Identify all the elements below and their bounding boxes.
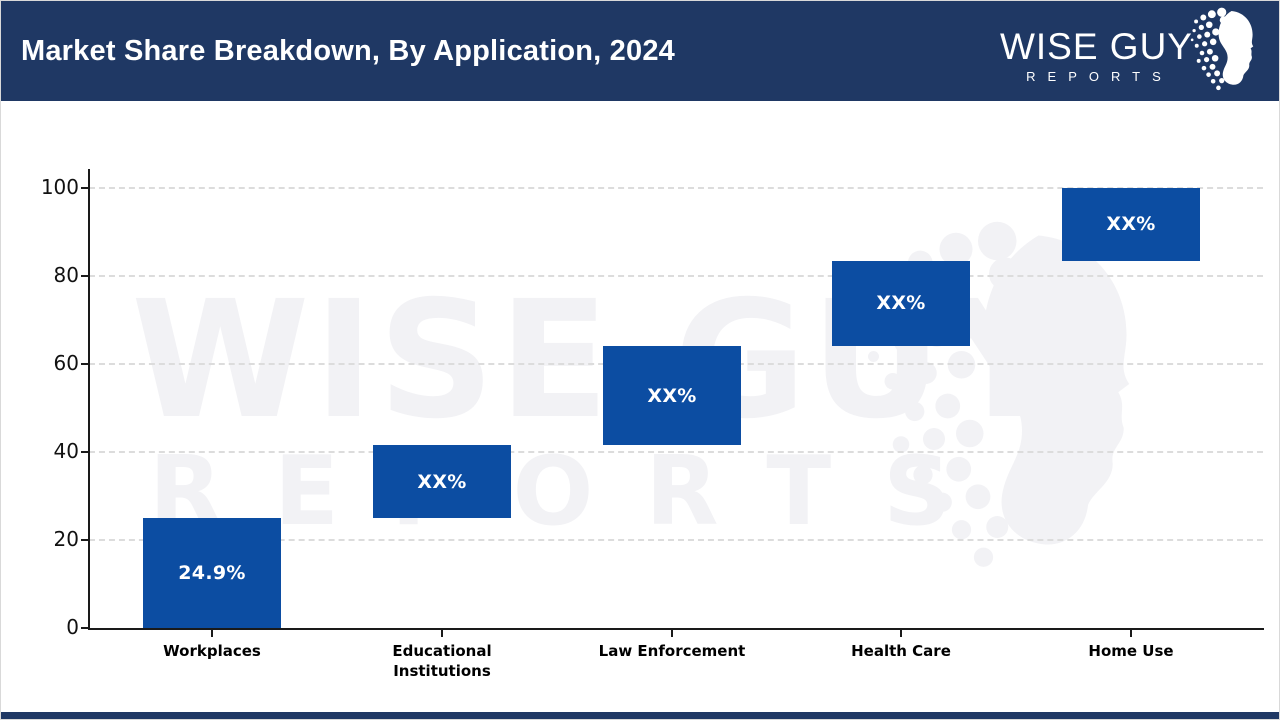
logo-wordmark: WISE GUY (999, 26, 1193, 67)
x-category-label: Health Care (851, 642, 951, 660)
chart-area: WISE GUY REPORTS 0 20 40 60 80 100 Workplaces 2… (1, 101, 1279, 714)
y-tick-0 (81, 627, 88, 629)
y-tick-60 (81, 363, 88, 365)
y-tick-40 (81, 451, 88, 453)
logo-head-icon (1190, 7, 1254, 91)
logo-text: WISE GUY REPORTS (1000, 28, 1193, 84)
bar-law-enforcement: XX% (603, 346, 741, 446)
y-tick-label-0: 0 (66, 615, 79, 639)
bar-workplaces: 24.9% (143, 518, 281, 628)
x-tick-1 (441, 630, 443, 637)
bar-health-care: XX% (832, 260, 970, 347)
x-axis-spine (88, 628, 1264, 630)
gridline-20 (89, 539, 1263, 541)
y-tick-20 (81, 539, 88, 541)
bar-value-label: XX% (417, 470, 467, 493)
footer-bar (1, 712, 1279, 719)
y-tick-80 (81, 275, 88, 277)
watermark-subtext: REPORTS (149, 437, 1004, 547)
gridline-80 (89, 275, 1263, 277)
header-bar: Market Share Breakdown, By Application, … (1, 1, 1279, 101)
y-tick-label-80: 80 (53, 263, 79, 287)
wiseguy-logo: WISE GUY REPORTS (1000, 7, 1265, 99)
gridline-100 (89, 187, 1263, 189)
y-tick-label-40: 40 (53, 439, 79, 463)
x-tick-2 (671, 630, 673, 637)
y-axis-spine (88, 169, 90, 630)
bar-value-label: 24.9% (178, 562, 246, 585)
x-category-label: Educational Institutions (392, 642, 492, 680)
bar-educational-institutions: XX% (373, 445, 511, 519)
x-category-label: Home Use (1088, 642, 1174, 660)
chart-title: Market Share Breakdown, By Application, … (21, 34, 675, 67)
bar-value-label: XX% (1106, 213, 1156, 236)
gridline-40 (89, 451, 1263, 453)
bar-value-label: XX% (876, 292, 926, 315)
logo-subtext: REPORTS (1026, 69, 1173, 84)
x-tick-4 (1130, 630, 1132, 637)
bar-home-use: XX% (1062, 188, 1200, 261)
x-tick-3 (900, 630, 902, 637)
y-tick-label-20: 20 (53, 527, 79, 551)
x-category-label: Workplaces (163, 642, 261, 660)
y-tick-label-60: 60 (53, 351, 79, 375)
x-tick-0 (211, 630, 213, 637)
y-tick-label-100: 100 (40, 175, 79, 199)
x-category-label: Law Enforcement (598, 642, 746, 660)
bar-value-label: XX% (647, 384, 697, 407)
y-tick-100 (81, 187, 88, 189)
